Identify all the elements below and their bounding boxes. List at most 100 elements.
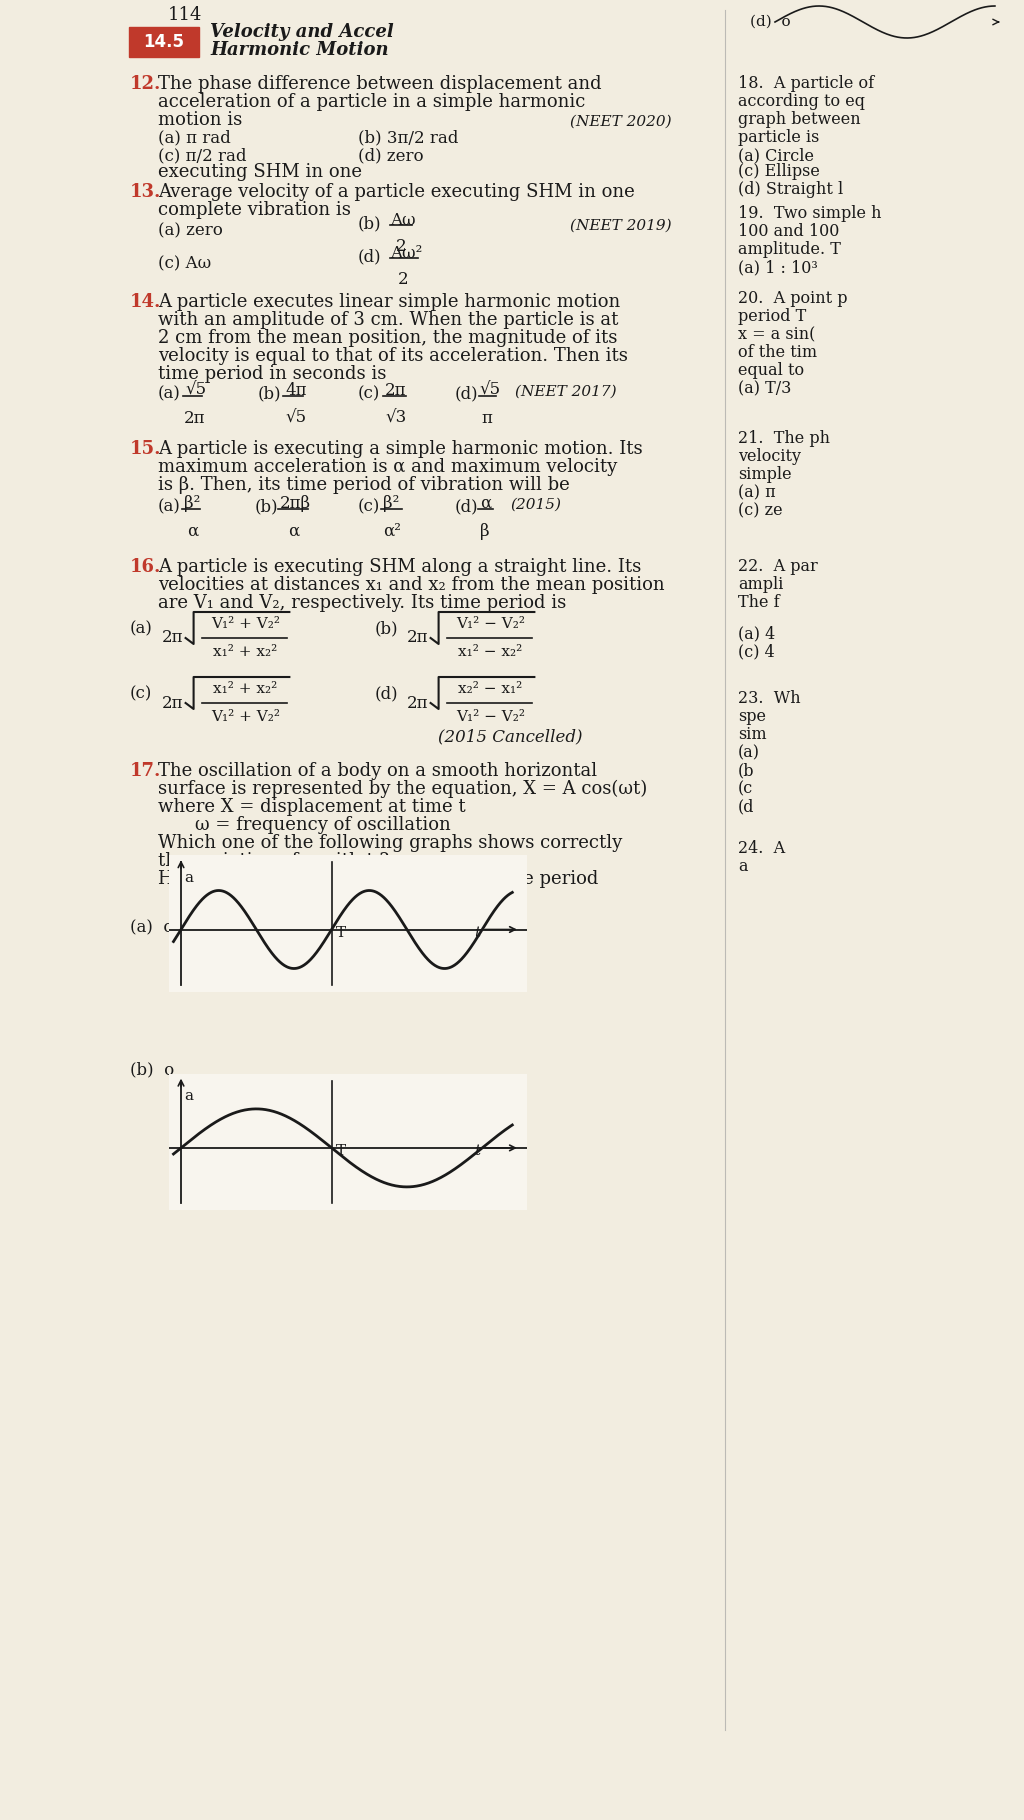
Text: 2πβ: 2πβ [280, 495, 311, 511]
Text: Which one of the following graphs shows correctly: Which one of the following graphs shows … [158, 834, 623, 852]
Text: 21.  The ph: 21. The ph [738, 430, 830, 448]
Text: Aω²: Aω² [390, 246, 422, 262]
Text: spe: spe [738, 708, 766, 724]
Text: α: α [187, 522, 199, 541]
Text: equal to: equal to [738, 362, 804, 379]
Text: 12.: 12. [130, 75, 162, 93]
Text: 22.  A par: 22. A par [738, 559, 818, 575]
Text: maximum acceleration is α and maximum velocity: maximum acceleration is α and maximum ve… [158, 459, 617, 477]
Text: 2π: 2π [162, 630, 183, 646]
Text: (d) zero: (d) zero [358, 147, 424, 164]
Text: 19.  Two simple h: 19. Two simple h [738, 206, 882, 222]
Text: 2π: 2π [407, 630, 428, 646]
Text: a: a [184, 872, 193, 885]
Text: 16.: 16. [130, 559, 162, 575]
Text: √5: √5 [185, 382, 206, 399]
Text: (b: (b [738, 763, 755, 779]
Text: (c): (c) [358, 386, 380, 402]
Text: sim: sim [738, 726, 767, 743]
Text: 2: 2 [396, 238, 407, 255]
Text: 2π: 2π [162, 695, 183, 712]
Text: β²: β² [184, 495, 201, 511]
Text: ampli: ampli [738, 575, 783, 593]
Text: (NEET 2017): (NEET 2017) [515, 386, 616, 399]
Text: 100 and 100: 100 and 100 [738, 224, 840, 240]
Text: (d)  o: (d) o [750, 15, 791, 29]
Text: (2015): (2015) [510, 499, 561, 511]
Text: Aω: Aω [390, 211, 416, 229]
Text: π: π [481, 410, 492, 428]
Text: 2 cm from the mean position, the magnitude of its: 2 cm from the mean position, the magnitu… [158, 329, 617, 348]
Text: motion is: motion is [158, 111, 243, 129]
Text: (a) Circle: (a) Circle [738, 147, 814, 164]
Text: according to eq: according to eq [738, 93, 865, 109]
Text: V₁² − V₂²: V₁² − V₂² [456, 710, 525, 724]
Text: A particle is executing a simple harmonic motion. Its: A particle is executing a simple harmoni… [158, 440, 643, 459]
Text: 17.: 17. [130, 763, 162, 781]
Text: T: T [336, 926, 346, 939]
Text: where X = displacement at time t: where X = displacement at time t [158, 797, 466, 815]
Text: are V₁ and V₂, respectively. Its time period is: are V₁ and V₂, respectively. Its time pe… [158, 593, 566, 612]
Text: (d): (d) [375, 684, 398, 703]
Text: (a): (a) [158, 386, 181, 402]
Text: The oscillation of a body on a smooth horizontal: The oscillation of a body on a smooth ho… [158, 763, 597, 781]
Text: 23.  Wh: 23. Wh [738, 690, 801, 706]
Text: x₁² − x₂²: x₁² − x₂² [459, 644, 522, 659]
Text: V₁² + V₂²: V₁² + V₂² [211, 710, 280, 724]
Text: (a) π rad: (a) π rad [158, 129, 230, 146]
Text: (b): (b) [358, 215, 382, 231]
Text: (NEET 2020): (NEET 2020) [570, 115, 672, 129]
Text: surface is represented by the equation, X = A cos(ωt): surface is represented by the equation, … [158, 781, 647, 799]
Text: acceleration of a particle in a simple harmonic: acceleration of a particle in a simple h… [158, 93, 586, 111]
Text: 2: 2 [398, 271, 409, 288]
Text: (a) T/3: (a) T/3 [738, 380, 792, 397]
Text: (c) ze: (c) ze [738, 502, 782, 519]
Text: A particle executes linear simple harmonic motion: A particle executes linear simple harmon… [158, 293, 621, 311]
Text: (b): (b) [258, 386, 282, 402]
Text: Here a = acceleration at time t, T = time period: Here a = acceleration at time t, T = tim… [158, 870, 598, 888]
Text: (c: (c [738, 781, 754, 797]
Text: of the tim: of the tim [738, 344, 817, 360]
Text: (a): (a) [738, 744, 760, 761]
Text: (a) 1 : 10³: (a) 1 : 10³ [738, 258, 818, 277]
Text: (d): (d) [358, 248, 382, 266]
Text: time period in seconds is: time period in seconds is [158, 366, 386, 382]
Text: (c): (c) [130, 684, 153, 703]
Text: 4π: 4π [285, 382, 306, 399]
Text: The f: The f [738, 593, 779, 612]
Text: (c): (c) [358, 499, 380, 515]
Text: graph between: graph between [738, 111, 860, 127]
Text: (c) π/2 rad: (c) π/2 rad [158, 147, 247, 164]
Text: (d) Straight l: (d) Straight l [738, 180, 843, 198]
Text: (b) 3π/2 rad: (b) 3π/2 rad [358, 129, 459, 146]
Text: (a) π: (a) π [738, 484, 776, 500]
Text: √3: √3 [385, 410, 407, 428]
Text: (b): (b) [255, 499, 279, 515]
Text: with an amplitude of 3 cm. When the particle is at: with an amplitude of 3 cm. When the part… [158, 311, 618, 329]
Text: (c) Aω: (c) Aω [158, 255, 211, 271]
Text: 13.: 13. [130, 184, 162, 200]
Text: x₁² + x₂²: x₁² + x₂² [213, 644, 278, 659]
Text: (d): (d) [455, 386, 478, 402]
Text: velocity: velocity [738, 448, 801, 464]
Text: (NEET 2019): (NEET 2019) [570, 218, 672, 233]
Text: β²: β² [383, 495, 399, 511]
Text: executing SHM in one: executing SHM in one [158, 164, 362, 180]
Text: 2π: 2π [184, 410, 206, 428]
Text: is β. Then, its time period of vibration will be: is β. Then, its time period of vibration… [158, 477, 569, 493]
Text: x₁² + x₂²: x₁² + x₂² [213, 682, 278, 695]
Text: 24.  A: 24. A [738, 841, 785, 857]
Text: simple: simple [738, 466, 792, 482]
Text: x₂² − x₁²: x₂² − x₁² [459, 682, 522, 695]
Text: 2π: 2π [407, 695, 428, 712]
Text: t: t [475, 926, 481, 939]
Text: 15.: 15. [130, 440, 162, 459]
Text: Average velocity of a particle executing SHM in one: Average velocity of a particle executing… [158, 184, 635, 200]
Text: period T: period T [738, 308, 806, 326]
Text: β: β [480, 522, 489, 541]
Text: complete vibration is: complete vibration is [158, 200, 351, 218]
Text: (a) zero: (a) zero [158, 222, 223, 238]
Text: V₁² − V₂²: V₁² − V₂² [456, 617, 525, 632]
Text: (d): (d) [455, 499, 478, 515]
Text: (a) 4: (a) 4 [738, 624, 775, 642]
